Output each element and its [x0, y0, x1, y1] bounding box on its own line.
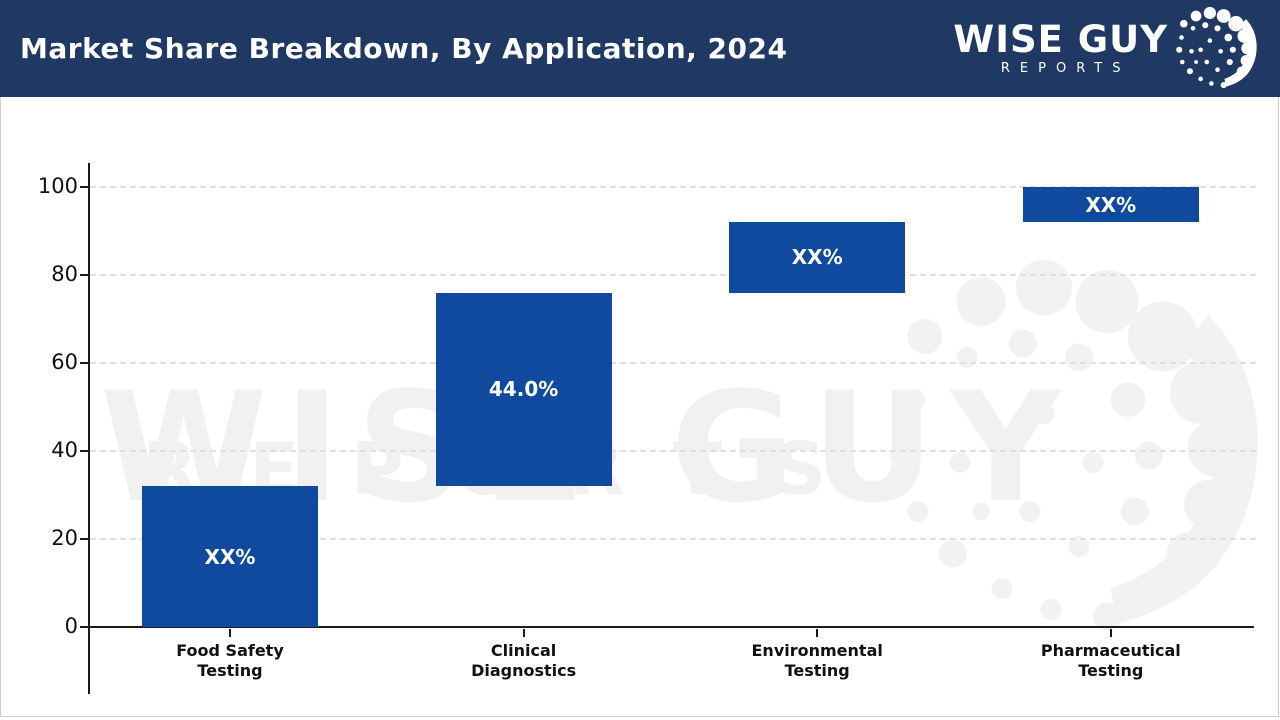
header: Market Share Breakdown, By Application, … [0, 0, 1280, 97]
bar-environmental-testing: XX% [729, 222, 906, 293]
y-tick-label: 60 [51, 350, 78, 374]
x-tick-mark [522, 629, 525, 637]
bar-food-safety-testing: XX% [142, 486, 318, 627]
y-tick-label: 80 [51, 262, 78, 286]
gridline [90, 538, 1256, 540]
y-tick-mark [80, 626, 88, 628]
x-category-label-line: Pharmaceutical [1040, 641, 1181, 660]
x-category-label-line: Testing [1078, 661, 1144, 680]
x-category-label: Clinical Diagnostics [424, 641, 624, 681]
x-tick-mark [229, 629, 231, 637]
y-tick-mark [80, 538, 88, 540]
logo-wordmark: WISE GUY [953, 18, 1168, 61]
x-category-label-line: Diagnostics [471, 661, 577, 680]
y-tick-label: 20 [51, 526, 78, 550]
y-tick-mark [80, 274, 88, 276]
bar-value-label: XX% [204, 544, 256, 569]
y-tick-label: 100 [37, 174, 78, 198]
x-category-label: Food Safety Testing [130, 641, 330, 681]
y-tick-label: 40 [51, 438, 78, 462]
x-category-label-line: Environmental [751, 641, 883, 660]
logo-subtitle: REPORTS [1000, 61, 1131, 76]
gridline [90, 450, 1256, 452]
y-tick-mark [80, 450, 88, 452]
watermark-face-dots-icon [890, 259, 1258, 631]
x-category-label: Environmental Testing [717, 641, 917, 681]
x-category-label-line: Food Safety [176, 641, 284, 660]
gridline [90, 186, 1256, 188]
y-tick-mark [80, 362, 88, 364]
x-category-label-line: Testing [197, 661, 263, 680]
page-title: Market Share Breakdown, By Application, … [20, 32, 788, 65]
x-axis-spine [88, 626, 1254, 628]
y-tick-mark [80, 186, 88, 188]
gridline [90, 362, 1256, 364]
x-category-label-line: Testing [784, 661, 850, 680]
x-tick-mark [816, 629, 819, 637]
y-tick-label: 0 [64, 614, 78, 638]
bar-value-label: 44.0% [488, 377, 559, 402]
x-category-label: Pharmaceutical Testing [1011, 641, 1211, 681]
gridline [90, 274, 1256, 276]
y-axis-spine [88, 163, 90, 694]
logo-text: WISE GUY REPORTS [953, 21, 1168, 76]
x-category-label-line: Clinical [490, 641, 557, 660]
bar-value-label: XX% [791, 245, 843, 270]
wise-guy-logo: WISE GUY REPORTS [953, 6, 1262, 92]
face-dots-icon [1176, 6, 1257, 88]
bar-value-label: XX% [1085, 192, 1137, 217]
bar-clinical-diagnostics: 44.0% [435, 292, 612, 487]
x-tick-mark [1109, 629, 1112, 637]
bar-pharmaceutical-testing: XX% [1022, 187, 1199, 223]
